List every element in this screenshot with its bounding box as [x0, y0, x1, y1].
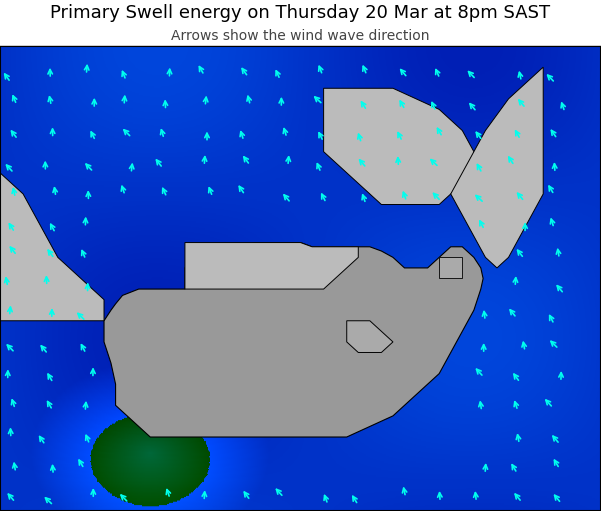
- Polygon shape: [185, 243, 358, 289]
- Polygon shape: [439, 258, 462, 278]
- Polygon shape: [451, 67, 543, 268]
- Polygon shape: [323, 88, 474, 204]
- Polygon shape: [0, 173, 104, 321]
- Text: Arrows show the wind wave direction: Arrows show the wind wave direction: [171, 29, 430, 43]
- Polygon shape: [104, 243, 483, 437]
- Text: Primary Swell energy on Thursday 20 Mar at 8pm SAST: Primary Swell energy on Thursday 20 Mar …: [50, 4, 551, 22]
- Polygon shape: [347, 321, 393, 353]
